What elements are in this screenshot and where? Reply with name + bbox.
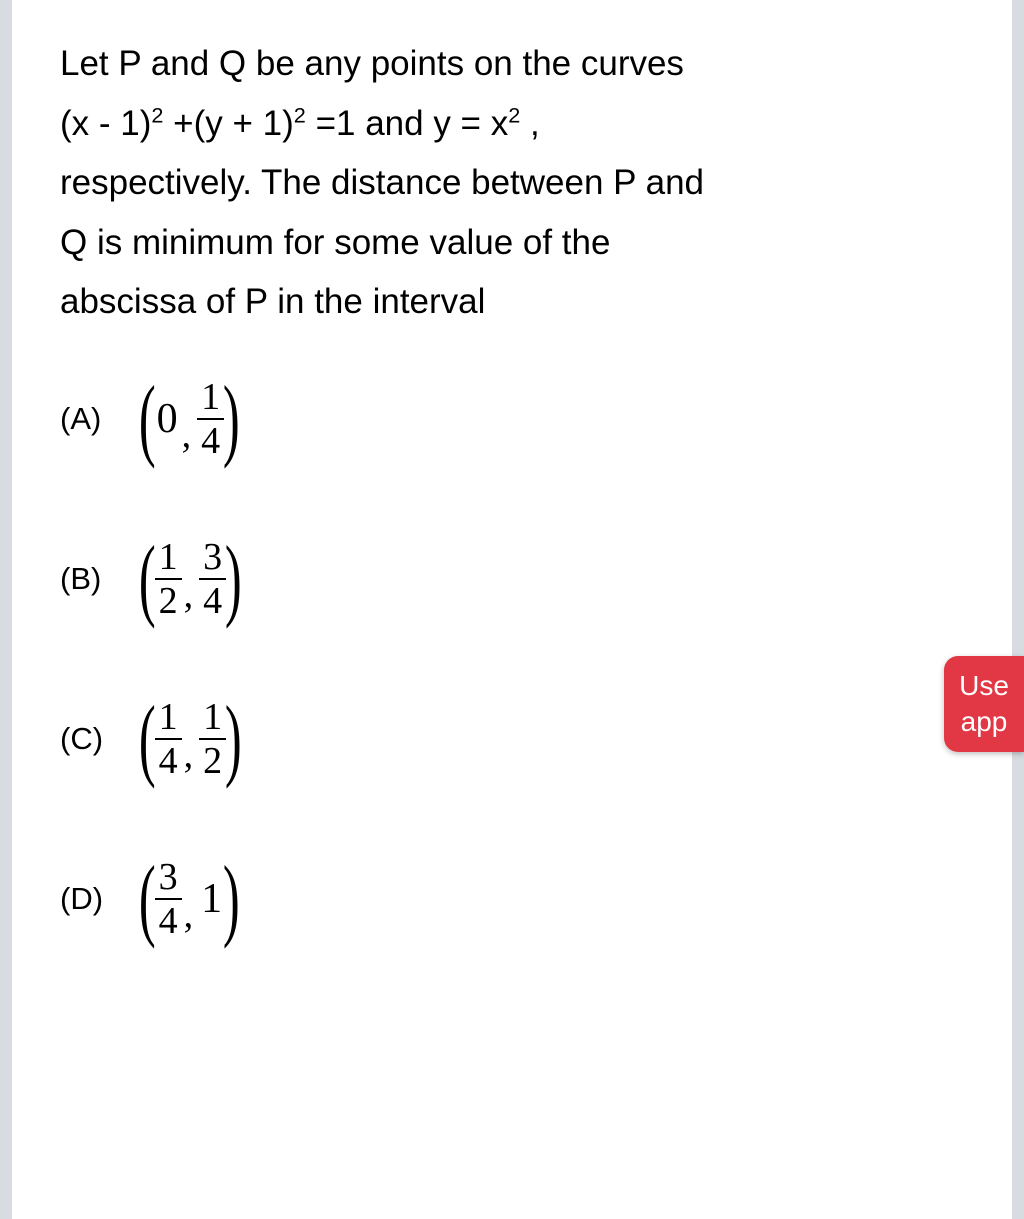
question-text: Let P and Q be any points on the curves …	[60, 34, 964, 332]
option-b[interactable]: (B) ( 1 2 , 3 4 )	[60, 538, 964, 620]
paren-right-icon: )	[223, 382, 240, 456]
option-c-math: ( 1 4 , 1 2 )	[132, 698, 249, 780]
fraction: 1 4	[155, 698, 182, 780]
paren-left-icon: (	[139, 702, 156, 776]
fraction: 3 4	[199, 538, 226, 620]
fraction: 1 2	[199, 698, 226, 780]
q-line-1: Let P and Q be any points on the curves	[60, 44, 684, 83]
paren-left-icon: (	[139, 542, 156, 616]
paren-right-icon: )	[225, 702, 242, 776]
option-label-b: (B)	[60, 561, 122, 597]
use-app-button[interactable]: Use app	[944, 656, 1024, 752]
option-b-math: ( 1 2 , 3 4 )	[132, 538, 249, 620]
paren-right-icon: )	[225, 542, 242, 616]
option-c[interactable]: (C) ( 1 4 , 1 2 )	[60, 698, 964, 780]
option-a[interactable]: (A) ( 0 , 1 4 )	[60, 378, 964, 460]
paren-left-icon: (	[139, 382, 156, 456]
option-label-a: (A)	[60, 401, 122, 437]
option-label-d: (D)	[60, 881, 122, 917]
use-app-line1: Use	[959, 668, 1009, 704]
q-line-3: respectively. The distance between P and	[60, 163, 704, 202]
q-line-5: abscissa of P in the interval	[60, 282, 485, 321]
paren-right-icon: )	[223, 862, 240, 936]
option-a-math: ( 0 , 1 4 )	[132, 378, 247, 460]
fraction: 1 2	[155, 538, 182, 620]
fraction: 3 4	[155, 858, 182, 940]
option-d-math: ( 3 4 , 1 )	[132, 858, 247, 940]
fraction: 1 4	[197, 378, 224, 460]
use-app-line2: app	[961, 704, 1008, 740]
q-line-4: Q is minimum for some value of the	[60, 223, 610, 262]
options-list: (A) ( 0 , 1 4 ) (B) ( 1 2 ,	[60, 378, 964, 940]
question-card: Let P and Q be any points on the curves …	[12, 0, 1012, 1219]
option-label-c: (C)	[60, 721, 122, 757]
option-d[interactable]: (D) ( 3 4 , 1 )	[60, 858, 964, 940]
paren-left-icon: (	[139, 862, 156, 936]
q-line-2: (x - 1)2 +(y + 1)2 =1 and y = x2 ,	[60, 104, 540, 143]
